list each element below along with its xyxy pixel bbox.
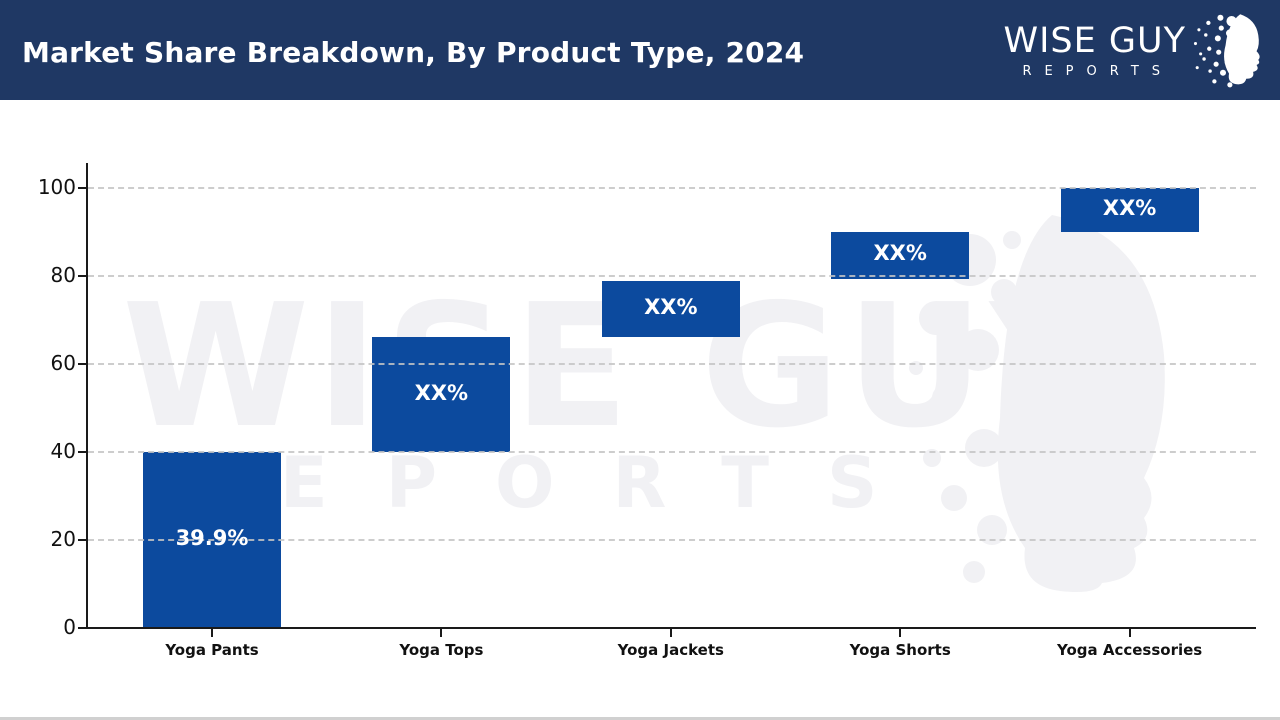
x-tick-label-yoga-pants: Yoga Pants (165, 641, 259, 659)
y-tick-mark-20 (78, 538, 86, 541)
header-bar: Market Share Breakdown, By Product Type,… (0, 0, 1280, 100)
y-axis-line (86, 163, 88, 629)
page-title: Market Share Breakdown, By Product Type,… (22, 36, 805, 69)
y-tick-mark-100 (78, 186, 86, 189)
y-tick-label-0: 0 (63, 615, 76, 639)
wise-guy-reports-logo: WISE GUY REPORTS (1003, 4, 1266, 96)
bar-yoga-jackets (601, 280, 740, 338)
x-tick-mark-yoga-shorts (899, 629, 902, 637)
x-tick-label-yoga-accessories: Yoga Accessories (1056, 641, 1203, 659)
bar-yoga-tops (372, 337, 511, 453)
watermark-subtitle: REPORTS (168, 442, 936, 524)
gridline-40 (88, 450, 1256, 453)
logo-text: WISE GUY REPORTS (1003, 21, 1186, 79)
footer-divider (0, 717, 1280, 720)
y-tick-label-80: 80 (50, 262, 76, 287)
logo-wordmark: WISE GUY (1003, 21, 1186, 61)
gridline-80 (88, 274, 1256, 277)
y-tick-mark-0 (78, 627, 86, 629)
gridline-60 (88, 362, 1256, 365)
logo-face-icon (1193, 14, 1260, 88)
bar-value-label-yoga-jackets: XX% (644, 295, 698, 320)
y-tick-mark-60 (78, 362, 86, 365)
x-tick-label-yoga-shorts: Yoga Shorts (849, 641, 951, 659)
bar-value-label-yoga-pants: 39.9% (175, 526, 249, 551)
logo-subtitle: REPORTS (1022, 64, 1174, 79)
x-tick-mark-yoga-pants (211, 629, 213, 637)
y-tick-label-100: 100 (37, 174, 76, 199)
x-tick-label-yoga-jackets: Yoga Jackets (617, 641, 724, 659)
y-tick-mark-80 (78, 274, 86, 277)
x-tick-mark-yoga-accessories (1128, 629, 1131, 637)
y-tick-mark-40 (78, 450, 86, 453)
bar-yoga-accessories (1060, 187, 1199, 232)
x-tick-mark-yoga-jackets (669, 629, 672, 637)
gridline-20 (88, 538, 1256, 541)
gridline-100 (88, 186, 1256, 189)
x-axis-line (86, 627, 1256, 629)
y-tick-label-20: 20 (50, 526, 76, 551)
y-tick-label-40: 40 (50, 438, 76, 463)
bar-value-label-yoga-accessories: XX% (1102, 195, 1157, 220)
y-tick-label-60: 60 (50, 350, 76, 375)
x-tick-mark-yoga-tops (440, 629, 443, 637)
x-tick-label-yoga-tops: Yoga Tops (399, 641, 484, 659)
bar-value-label-yoga-tops: XX% (414, 380, 469, 405)
bar-yoga-shorts (831, 231, 970, 280)
bar-value-label-yoga-shorts: XX% (873, 241, 927, 266)
